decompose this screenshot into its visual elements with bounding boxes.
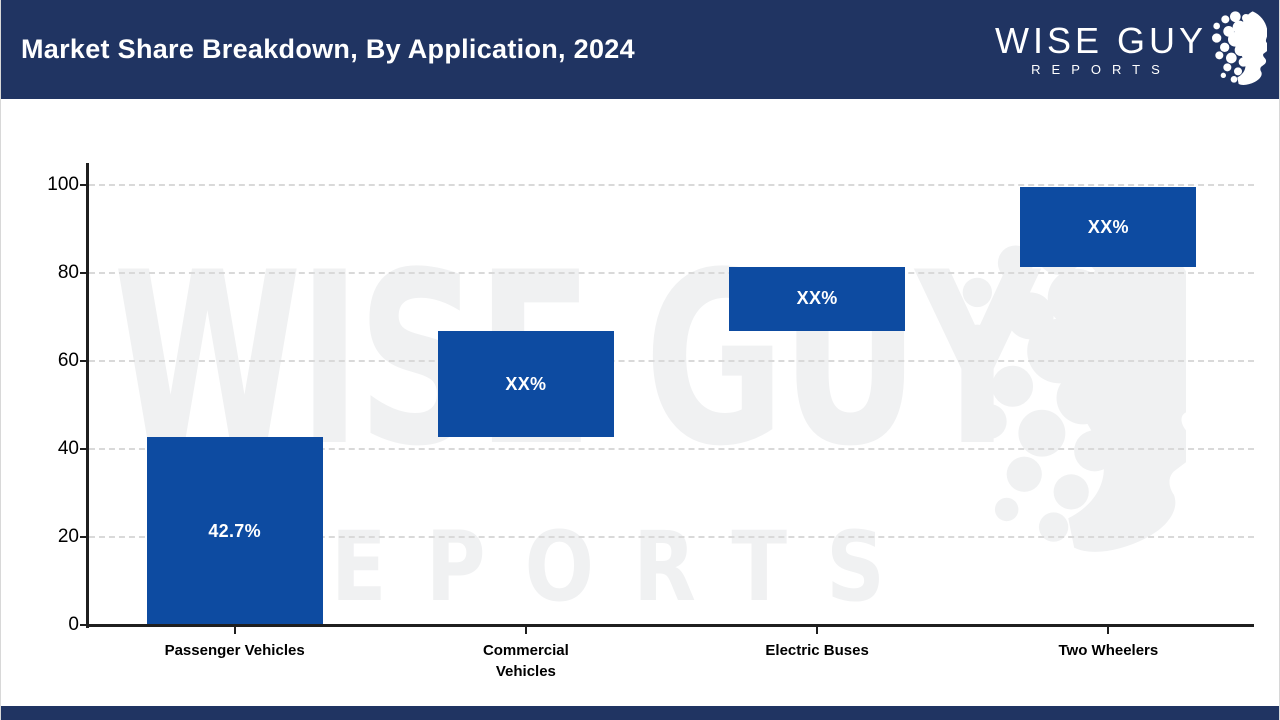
chart-title: Market Share Breakdown, By Application, … <box>21 34 635 64</box>
header-bar: Market Share Breakdown, By Application, … <box>1 0 1279 99</box>
y-tick-mark <box>80 184 88 186</box>
watermark-reports-text: REPORTS <box>229 511 925 623</box>
bar-segment: XX% <box>1020 187 1197 267</box>
x-tick-mark <box>233 625 236 634</box>
bar-segment: 42.7% <box>146 437 323 625</box>
brand-face-dots-icon <box>1212 11 1267 85</box>
y-tick-label: 0 <box>68 614 79 635</box>
x-tick-mark <box>1107 625 1110 634</box>
y-tick-label: 100 <box>47 174 79 195</box>
bar-value-label: 42.7% <box>208 520 261 541</box>
x-tick-label: Two Wheelers <box>1058 642 1159 659</box>
x-tick-mark <box>524 625 527 634</box>
brand-logo: WISE GUY REPORTS <box>995 10 1267 90</box>
bar-value-label: XX% <box>1087 216 1129 237</box>
bar-segment: XX% <box>437 331 614 438</box>
y-tick-label: 60 <box>57 350 79 371</box>
bar-value-label: XX% <box>505 373 547 394</box>
x-tick-mark <box>816 625 819 634</box>
gridline-y40 <box>89 448 1254 450</box>
gridline-y20 <box>89 536 1254 538</box>
gridline-y80 <box>89 272 1254 274</box>
x-tick-label: Passenger Vehicles <box>164 642 305 659</box>
x-axis-line <box>86 624 1254 627</box>
bar-value-label: XX% <box>796 288 838 309</box>
brand-name: WISE GUY <box>994 20 1207 61</box>
footer-bar <box>1 706 1279 720</box>
y-tick-mark <box>80 360 88 362</box>
brand-subname: REPORTS <box>1031 62 1171 77</box>
y-tick-label: 80 <box>57 262 79 283</box>
y-axis-line <box>86 163 89 628</box>
y-tick-mark <box>80 448 88 450</box>
gridline-y60 <box>89 360 1254 362</box>
y-tick-label: 20 <box>57 526 79 547</box>
gridline-y100 <box>89 184 1254 186</box>
x-tick-label: Electric Buses <box>765 642 869 659</box>
watermark-face-dots-icon <box>956 227 1186 552</box>
bar-segment: XX% <box>729 266 906 332</box>
y-tick-label: 40 <box>57 438 79 459</box>
y-tick-mark <box>80 536 88 538</box>
y-tick-mark <box>80 624 88 626</box>
x-tick-label: Commercial Vehicles <box>482 642 569 680</box>
y-tick-mark <box>80 272 88 274</box>
